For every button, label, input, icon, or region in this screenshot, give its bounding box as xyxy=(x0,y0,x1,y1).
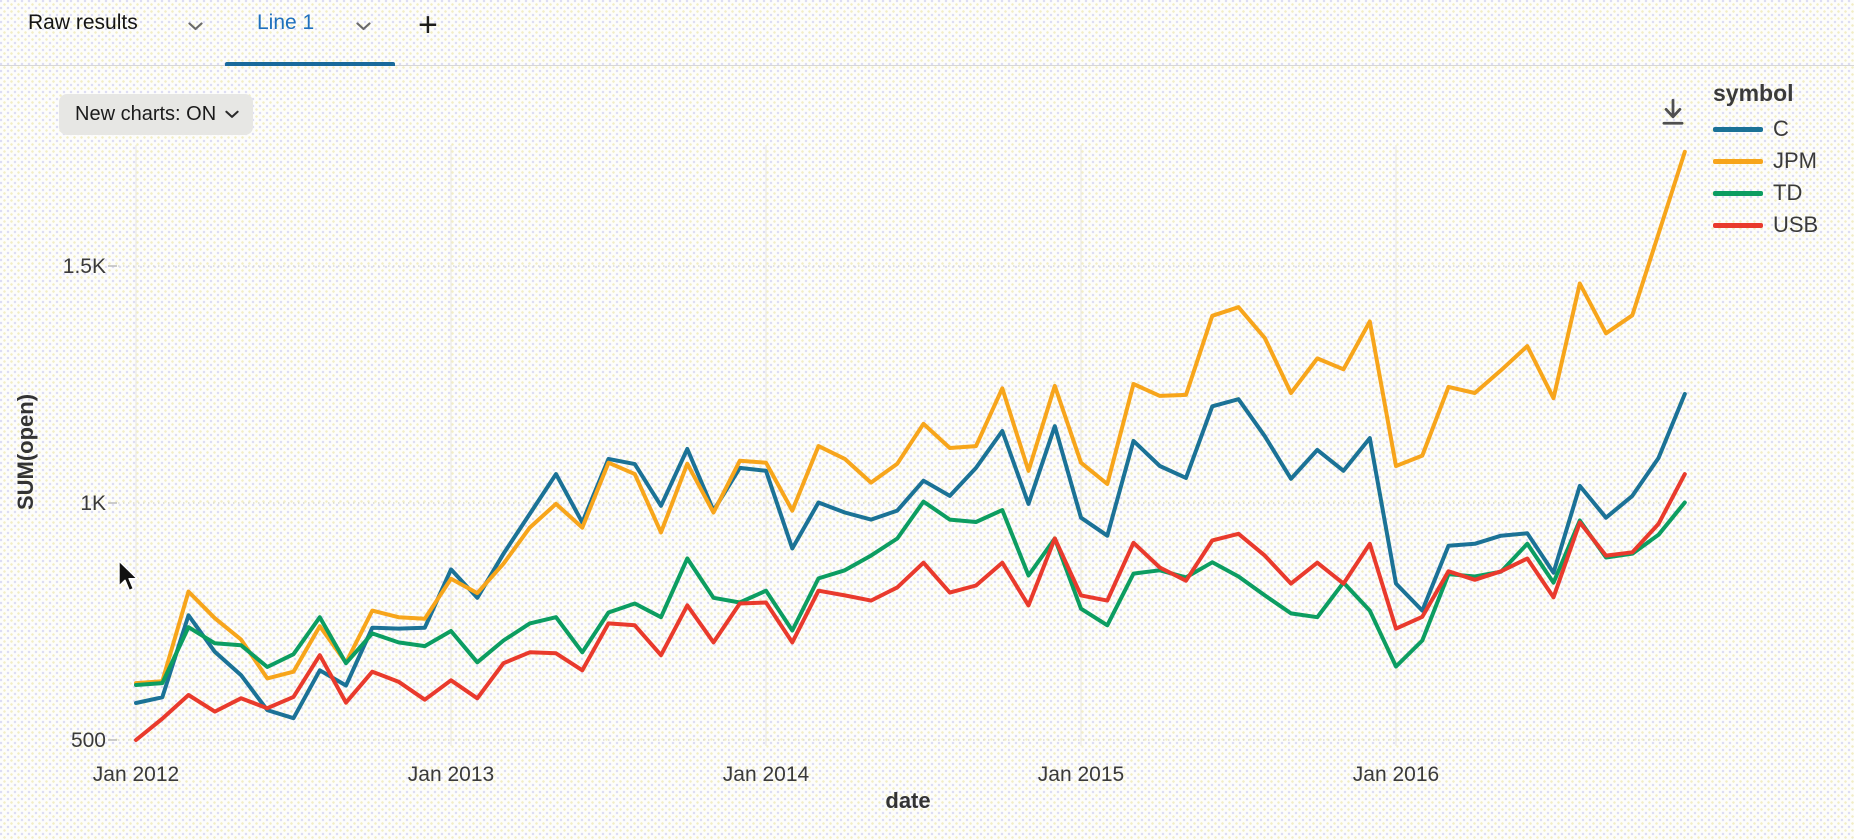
x-tick-label: Jan 2013 xyxy=(408,763,494,786)
x-tick-label: Jan 2015 xyxy=(1038,763,1124,786)
chevron-down-icon[interactable] xyxy=(356,22,371,31)
legend-entry-TD[interactable]: TD xyxy=(1713,177,1843,209)
legend-entry-C[interactable]: C xyxy=(1713,113,1843,145)
legend-label: JPM xyxy=(1773,148,1817,173)
legend-swatch-icon xyxy=(1713,222,1763,228)
x-tick-label: Jan 2014 xyxy=(723,763,810,786)
y-axis-title: SUM(open) xyxy=(13,394,38,510)
x-axis-title: date xyxy=(885,788,930,813)
new-charts-toggle[interactable]: New charts: ON xyxy=(59,94,254,135)
chevron-down-icon xyxy=(225,110,239,118)
legend-entry-JPM[interactable]: JPM xyxy=(1713,145,1843,177)
tab-line-1[interactable]: Line 1 xyxy=(257,11,315,34)
download-chart-button[interactable] xyxy=(1650,90,1696,136)
y-tick-label: 1.5K xyxy=(63,255,106,278)
series-line-C[interactable] xyxy=(134,392,1687,721)
series-line-USB[interactable] xyxy=(134,472,1687,742)
legend-label: C xyxy=(1773,116,1789,141)
chevron-down-icon[interactable] xyxy=(188,22,203,31)
mouse-cursor xyxy=(118,560,138,592)
series-line-TD[interactable] xyxy=(134,499,1687,687)
x-tick-label: Jan 2016 xyxy=(1353,763,1439,786)
x-tick-label: Jan 2012 xyxy=(93,763,179,786)
add-tab-icon[interactable]: + xyxy=(418,6,438,44)
legend-entries: C JPM TD USB xyxy=(1713,113,1843,241)
y-tick-label: 1K xyxy=(80,492,106,515)
chart-legend: symbol C JPM TD USB xyxy=(1713,80,1843,241)
legend-swatch-icon xyxy=(1713,158,1763,164)
active-tab-underline xyxy=(225,62,395,66)
y-tick-label: 500 xyxy=(71,729,106,752)
new-charts-label: New charts: ON xyxy=(75,103,217,125)
legend-entry-USB[interactable]: USB xyxy=(1713,209,1843,241)
legend-label: TD xyxy=(1773,180,1803,205)
legend-swatch-icon xyxy=(1713,190,1763,196)
legend-title: symbol xyxy=(1713,80,1794,106)
tab-bar: Raw results Line 1 + xyxy=(0,0,1854,66)
download-icon xyxy=(1662,98,1684,125)
legend-swatch-icon xyxy=(1713,126,1763,132)
series-line-JPM[interactable] xyxy=(134,149,1687,686)
legend-label: USB xyxy=(1773,212,1819,237)
tab-raw-results[interactable]: Raw results xyxy=(28,11,138,34)
